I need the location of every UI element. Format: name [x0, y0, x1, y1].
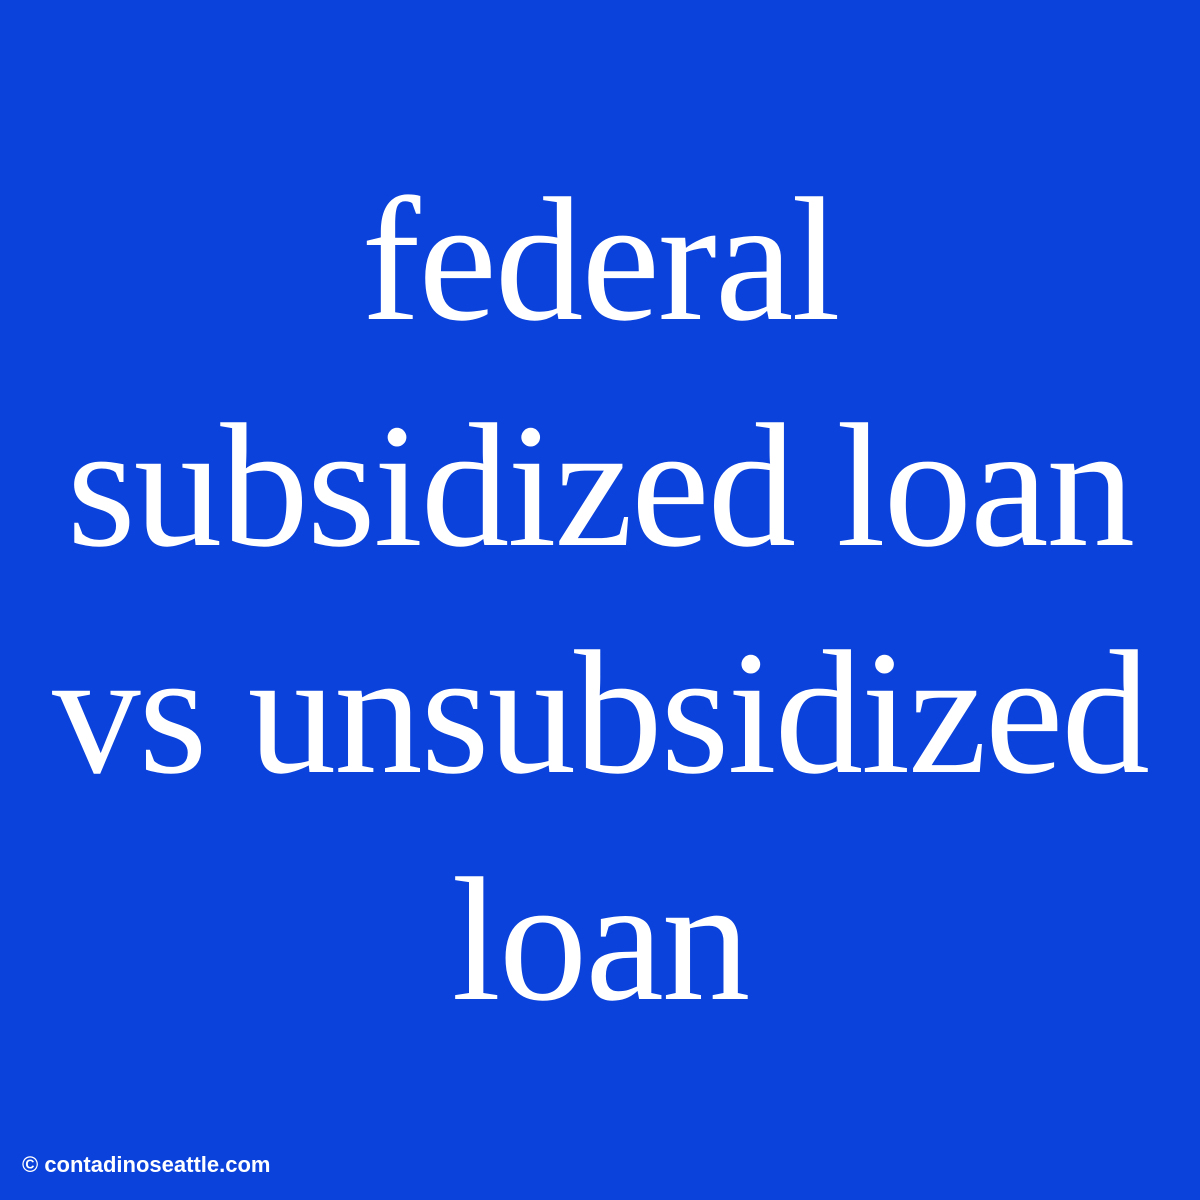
heading-text: federal subsidized loan vs unsubsidized …	[0, 147, 1200, 1053]
attribution-text: © contadinoseattle.com	[22, 1152, 270, 1178]
